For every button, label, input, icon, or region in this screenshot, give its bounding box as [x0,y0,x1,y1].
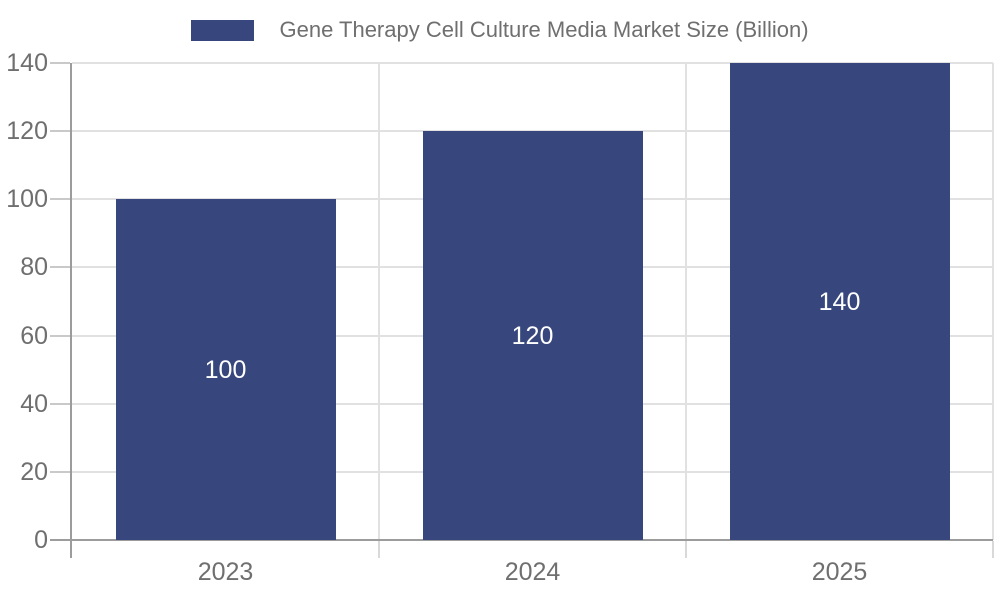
legend-swatch-icon [191,19,255,41]
y-tick-mark [50,470,70,473]
x-tick-label: 2025 [811,558,868,586]
bar: 140 [729,63,950,540]
y-tick-label: 0 [34,526,48,554]
y-tick-mark [50,334,70,337]
chart-legend[interactable]: Gene Therapy Cell Culture Media Market S… [0,16,1000,44]
y-tick-label: 40 [20,389,48,418]
y-tick-label: 140 [6,49,48,77]
y-tick-label: 60 [20,321,48,350]
x-tick-mark [992,541,994,558]
y-tick-mark [50,130,70,133]
bar: 120 [422,131,643,540]
x-gridline [685,63,687,540]
y-tick-label: 20 [20,457,48,486]
y-axis-line [70,63,72,558]
bar-value-label: 100 [204,355,247,384]
x-gridline [378,63,380,540]
y-tick-label: 120 [6,117,48,146]
legend-label: Gene Therapy Cell Culture Media Market S… [279,17,809,42]
bar-value-label: 140 [818,287,861,316]
x-gridline [992,63,994,540]
y-tick-label: 80 [20,253,48,282]
bar-value-label: 120 [511,321,554,350]
x-tick-mark [378,541,380,558]
y-tick-mark [50,198,70,201]
x-tick-mark [685,541,687,558]
y-tick-mark [50,539,70,541]
y-tick-mark [50,62,70,64]
x-tick-label: 2023 [197,558,254,586]
y-tick-mark [50,402,70,405]
x-axis-line [70,539,993,541]
y-tick-label: 100 [6,185,48,214]
y-tick-mark [50,266,70,269]
bar: 100 [115,199,336,540]
x-tick-label: 2024 [504,558,561,586]
y-gridline [72,62,993,64]
